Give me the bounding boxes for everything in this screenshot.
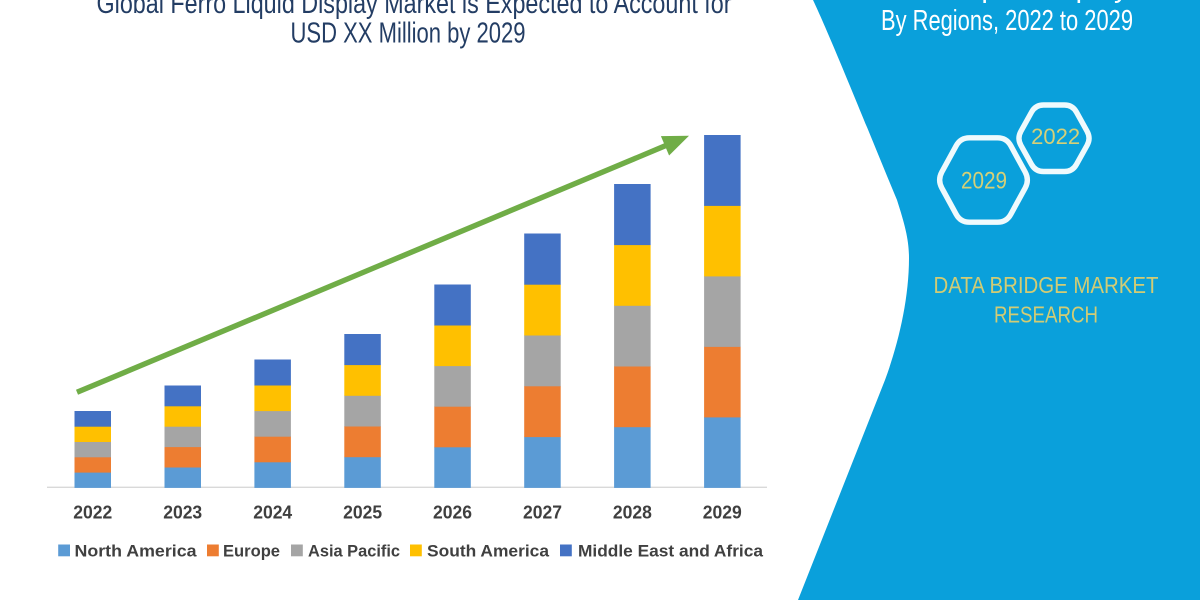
svg-text:By Regions, 2022 to 2029: By Regions, 2022 to 2029 [881,5,1133,37]
svg-text:2024: 2024 [253,502,293,523]
svg-text:2028: 2028 [613,502,652,523]
svg-text:Middle East and Africa: Middle East and Africa [578,543,764,561]
svg-text:Global Ferro Liquid Display Ma: Global Ferro Liquid Display Market, [782,0,1200,4]
svg-text:2022: 2022 [73,502,112,523]
svg-text:2029: 2029 [703,502,742,523]
svg-text:Europe: Europe [223,543,280,561]
svg-text:2027: 2027 [523,502,562,523]
svg-text:2023: 2023 [163,502,202,523]
svg-text:USD XX Million by 2029: USD XX Million by 2029 [291,18,526,50]
svg-text:2022: 2022 [1031,124,1080,149]
svg-text:Global Ferro Liquid Display Ma: Global Ferro Liquid Display Market is Ex… [97,0,732,20]
svg-text:2029: 2029 [961,168,1007,195]
svg-text:Asia Pacific: Asia Pacific [308,543,400,561]
svg-text:DATA BRIDGE MARKET: DATA BRIDGE MARKET [934,272,1159,298]
svg-text:2025: 2025 [343,502,382,523]
svg-text:North America: North America [75,543,198,561]
svg-text:2026: 2026 [433,502,472,523]
svg-text:South America: South America [427,543,550,561]
svg-text:RESEARCH: RESEARCH [994,302,1098,328]
